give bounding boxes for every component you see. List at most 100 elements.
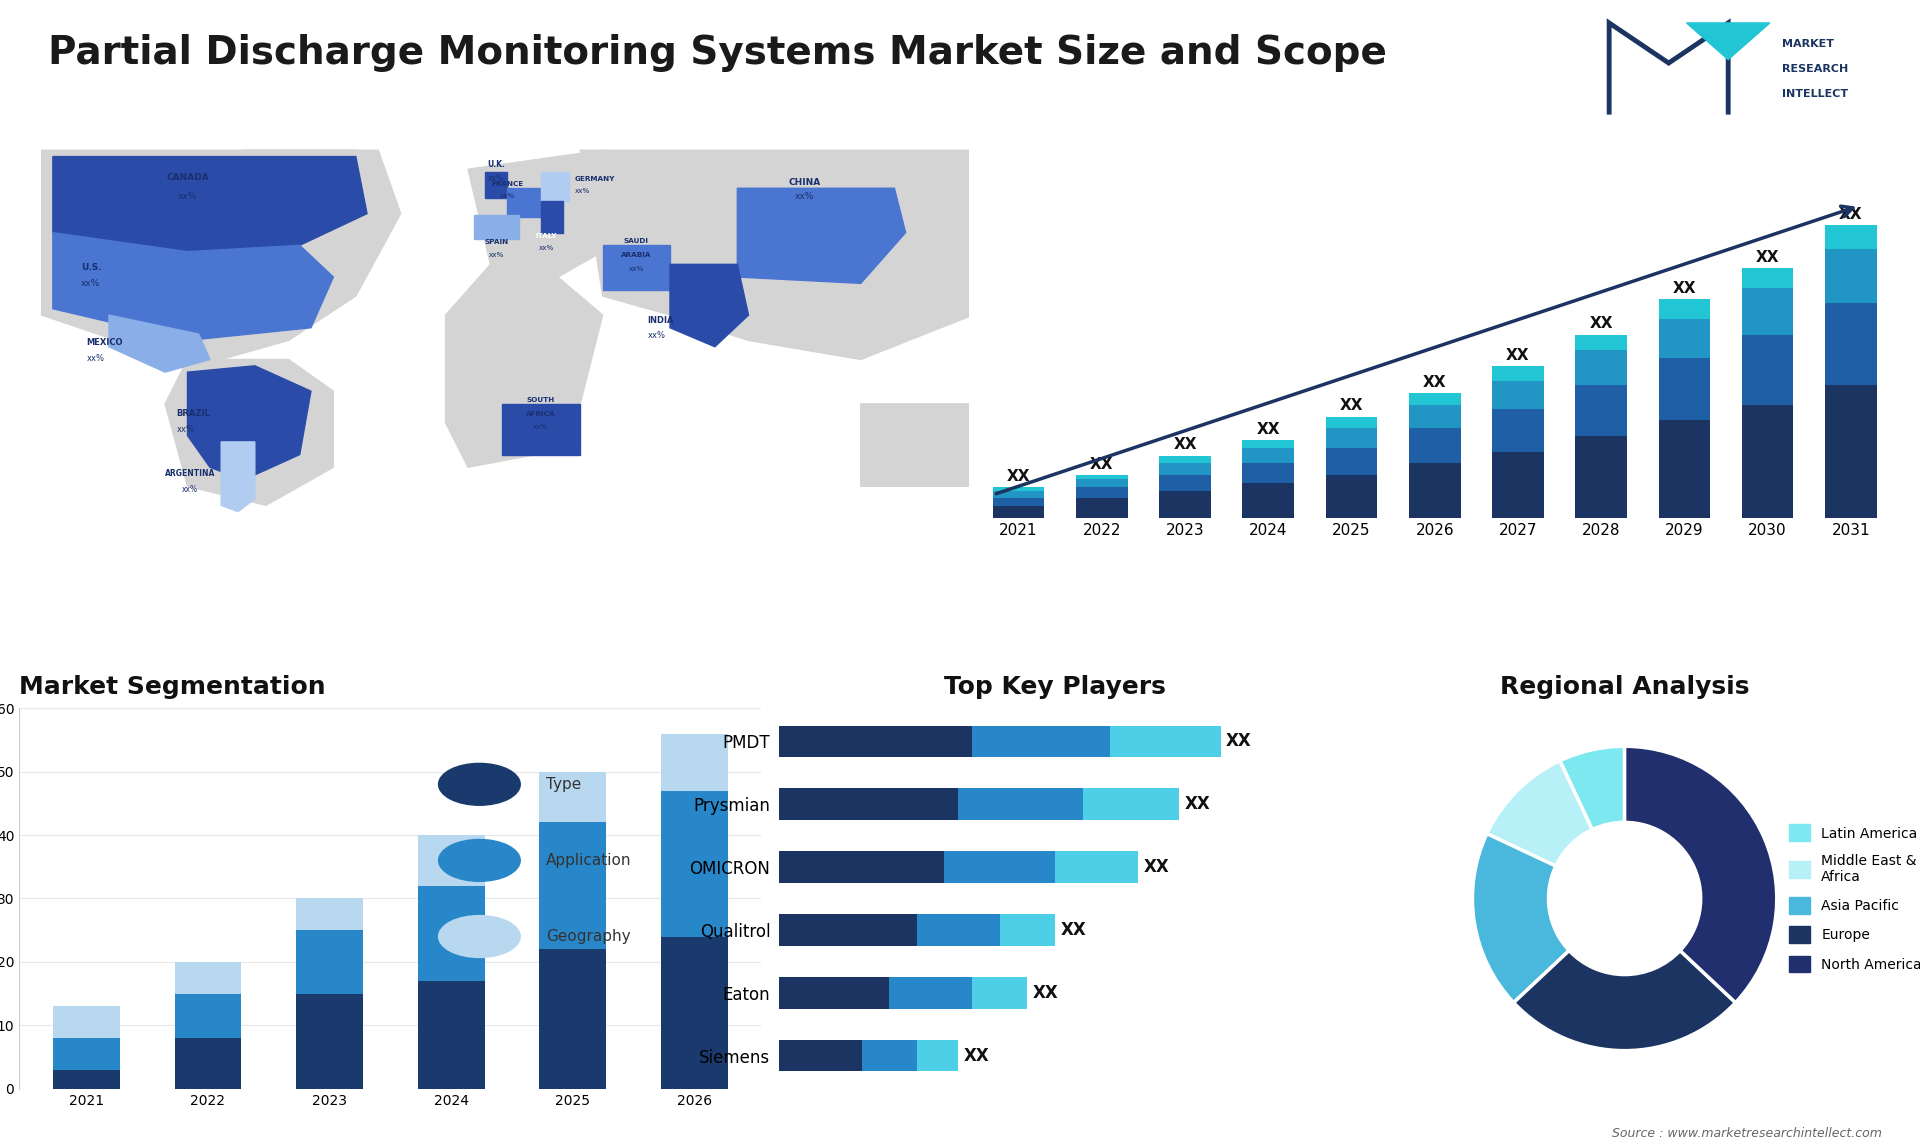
Bar (1242, 482, 1294, 518)
Bar (780, 1039, 862, 1072)
Bar (419, 835, 484, 886)
Bar (1325, 448, 1377, 476)
Text: xx%: xx% (534, 424, 549, 431)
Bar (1000, 915, 1054, 945)
Bar (296, 931, 363, 994)
Bar (1741, 288, 1793, 335)
Text: MARKET: MARKET (1782, 39, 1834, 48)
Bar (1075, 487, 1127, 499)
Text: xx%: xx% (1012, 225, 1031, 234)
Wedge shape (1624, 746, 1776, 1003)
Bar (1659, 319, 1711, 358)
Bar (780, 978, 889, 1008)
Text: XX: XX (1060, 921, 1087, 939)
Bar (945, 851, 1054, 882)
Text: xx%: xx% (499, 193, 515, 199)
Title: Regional Analysis: Regional Analysis (1500, 675, 1749, 699)
Bar (175, 961, 242, 994)
Text: XX: XX (1505, 347, 1530, 362)
Bar (1741, 405, 1793, 518)
Bar (780, 788, 958, 819)
Text: XX: XX (1423, 375, 1446, 390)
Bar (54, 1069, 119, 1089)
Text: SAUDI: SAUDI (624, 238, 649, 244)
Text: xx%: xx% (795, 191, 814, 201)
Text: XX: XX (1672, 281, 1695, 297)
Bar (540, 949, 607, 1089)
Bar (1826, 249, 1876, 304)
Text: XX: XX (1839, 207, 1862, 222)
Bar (1160, 490, 1212, 518)
Bar (540, 771, 607, 823)
Bar (1741, 268, 1793, 288)
Polygon shape (1686, 23, 1770, 60)
Bar (780, 915, 918, 945)
Bar (1325, 416, 1377, 429)
Text: Source : www.marketresearchintellect.com: Source : www.marketresearchintellect.com (1611, 1128, 1882, 1140)
Polygon shape (468, 150, 636, 277)
Polygon shape (244, 150, 355, 213)
Bar (1576, 385, 1626, 435)
Bar (419, 886, 484, 981)
Text: ITALY: ITALY (536, 233, 557, 238)
Bar (1576, 351, 1626, 385)
Circle shape (438, 840, 520, 881)
Bar (296, 994, 363, 1089)
Bar (972, 978, 1027, 1008)
Polygon shape (188, 366, 311, 480)
Text: xx%: xx% (182, 485, 198, 494)
Circle shape (438, 763, 520, 806)
Polygon shape (737, 188, 906, 283)
Bar (1659, 299, 1711, 319)
Bar (1409, 429, 1461, 463)
Text: SPAIN: SPAIN (484, 240, 509, 245)
Bar (889, 978, 972, 1008)
Text: JAPAN: JAPAN (1012, 209, 1041, 218)
Bar (1576, 435, 1626, 518)
Bar (54, 1006, 119, 1038)
Wedge shape (1513, 950, 1736, 1051)
Bar (1826, 385, 1876, 518)
Text: xx%: xx% (574, 188, 589, 195)
Bar (780, 851, 945, 882)
Text: ARABIA: ARABIA (620, 252, 651, 258)
Text: FRANCE: FRANCE (492, 181, 524, 187)
Bar (993, 487, 1044, 490)
Text: GERMANY: GERMANY (574, 175, 614, 181)
Polygon shape (109, 315, 209, 372)
Text: xx%: xx% (488, 252, 503, 258)
Bar (1325, 476, 1377, 518)
Bar (1492, 366, 1544, 382)
Bar (993, 507, 1044, 518)
Bar (1659, 358, 1711, 421)
Bar (958, 788, 1083, 819)
Bar (175, 994, 242, 1038)
Polygon shape (603, 245, 670, 290)
Text: CANADA: CANADA (167, 173, 209, 182)
Text: Partial Discharge Monitoring Systems Market Size and Scope: Partial Discharge Monitoring Systems Mar… (48, 34, 1386, 72)
Bar (1054, 851, 1139, 882)
Text: XX: XX (1173, 438, 1196, 453)
Bar (175, 1038, 242, 1089)
Text: xx%: xx% (628, 266, 643, 272)
Text: U.S.: U.S. (81, 264, 102, 272)
Bar (993, 490, 1044, 499)
Bar (660, 791, 728, 936)
Wedge shape (1486, 761, 1592, 866)
Polygon shape (580, 150, 1006, 360)
Bar (296, 898, 363, 931)
Wedge shape (1473, 833, 1569, 1003)
Bar (660, 936, 728, 1089)
Bar (1325, 429, 1377, 448)
Text: RESEARCH: RESEARCH (1782, 64, 1849, 73)
Text: XX: XX (964, 1046, 989, 1065)
Bar (540, 823, 607, 949)
Bar (1075, 499, 1127, 518)
Text: U.K.: U.K. (488, 160, 505, 170)
Polygon shape (973, 201, 1029, 252)
Bar (918, 915, 1000, 945)
Polygon shape (445, 265, 603, 468)
Text: INDIA: INDIA (647, 315, 674, 324)
Bar (780, 725, 972, 758)
Text: xx%: xx% (86, 354, 104, 362)
